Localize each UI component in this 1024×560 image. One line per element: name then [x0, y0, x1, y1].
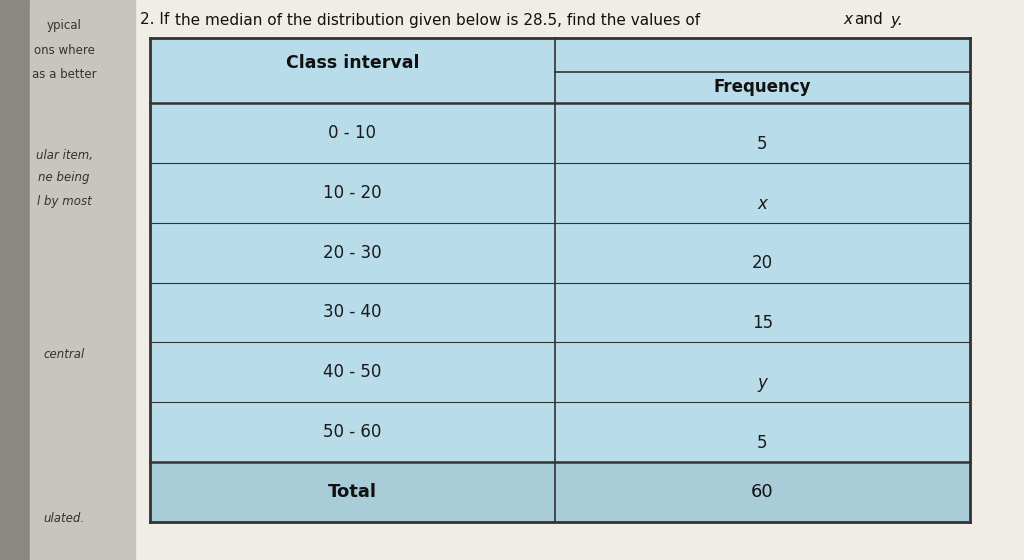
Text: 60: 60 [752, 483, 774, 501]
Text: y.: y. [890, 12, 903, 27]
Bar [150, 462, 970, 522]
Text: 15: 15 [752, 314, 773, 332]
Text: 20 - 30: 20 - 30 [324, 244, 382, 262]
Text: 20: 20 [752, 254, 773, 272]
Bar [150, 38, 970, 522]
Bar [0, 0, 30, 560]
Text: ulated.: ulated. [43, 511, 85, 525]
Text: 50 - 60: 50 - 60 [324, 423, 382, 441]
Text: ons where: ons where [34, 44, 94, 57]
Text: 5: 5 [758, 434, 768, 452]
Text: 0 - 10: 0 - 10 [329, 124, 377, 142]
Text: central: central [43, 348, 85, 362]
Text: l by most: l by most [37, 195, 91, 208]
Text: 2. If: 2. If [140, 12, 169, 27]
Bar [30, 0, 135, 560]
Text: the median of the distribution given below is 28.5, find the values of: the median of the distribution given bel… [175, 12, 700, 27]
Text: x: x [843, 12, 852, 27]
Text: 5: 5 [758, 135, 768, 153]
Text: Class interval: Class interval [286, 54, 419, 72]
Text: ular item,: ular item, [36, 148, 92, 161]
Text: Total: Total [328, 483, 377, 501]
Text: ypical: ypical [46, 18, 82, 31]
Text: 40 - 50: 40 - 50 [324, 363, 382, 381]
Text: ne being: ne being [38, 170, 90, 184]
Text: y: y [758, 374, 767, 392]
Text: as a better: as a better [32, 68, 96, 82]
Text: 10 - 20: 10 - 20 [324, 184, 382, 202]
Text: and: and [854, 12, 883, 27]
Text: 30 - 40: 30 - 40 [324, 304, 382, 321]
Text: x: x [758, 194, 767, 212]
Text: Frequency: Frequency [714, 78, 811, 96]
